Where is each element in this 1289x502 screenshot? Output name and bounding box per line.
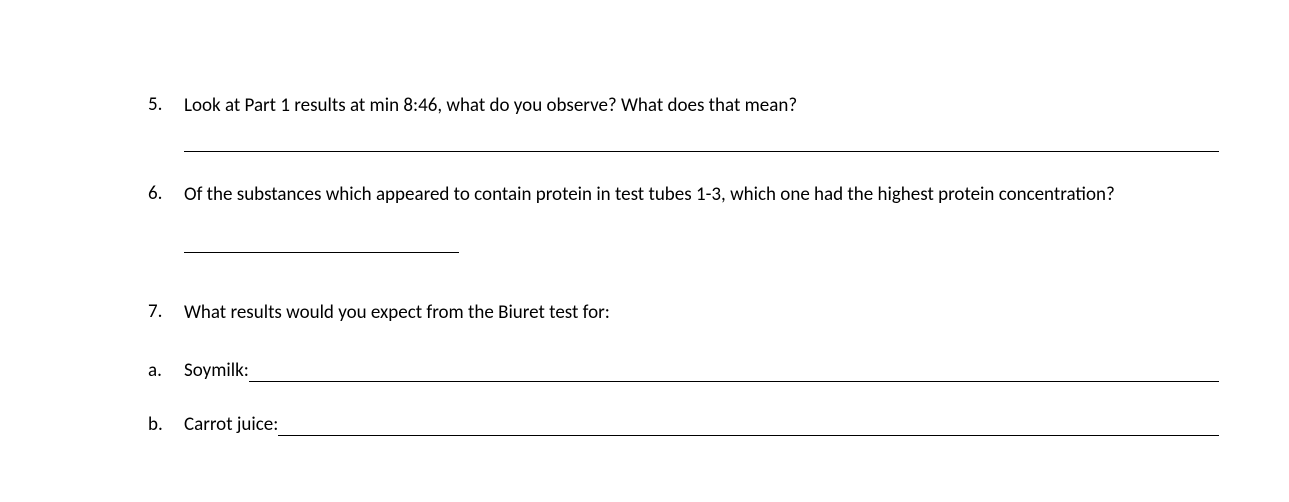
question-7-sub-a-letter: a. — [148, 359, 184, 382]
question-7-sub-b-content: Carrot juice: — [184, 413, 1219, 436]
question-6-text: Of the substances which appeared to cont… — [184, 182, 1219, 208]
question-7-sub-b-letter: b. — [148, 413, 184, 436]
question-6-number: 6. — [148, 182, 184, 205]
question-7-text: What results would you expect from the B… — [184, 300, 1219, 326]
question-7: 7. What results would you expect from th… — [148, 300, 1219, 326]
question-6: 6. Of the substances which appeared to c… — [148, 182, 1219, 208]
question-7-sub-b: b. Carrot juice: — [148, 413, 1219, 436]
question-7-number: 7. — [148, 300, 184, 323]
question-7-sub-b-label: Carrot juice: — [184, 413, 278, 436]
question-7-sub-a-content: Soymilk: — [184, 359, 1219, 382]
question-7-sub-a-answer-line — [249, 363, 1219, 382]
question-7-sub-b-answer-line — [278, 417, 1219, 436]
question-5: 5. Look at Part 1 results at min 8:46, w… — [148, 93, 1219, 119]
question-5-text: Look at Part 1 results at min 8:46, what… — [184, 93, 1219, 119]
question-5-number: 5. — [148, 93, 184, 116]
question-7-sub-a: a. Soymilk: — [148, 359, 1219, 382]
question-7-sub-a-label: Soymilk: — [184, 359, 249, 382]
